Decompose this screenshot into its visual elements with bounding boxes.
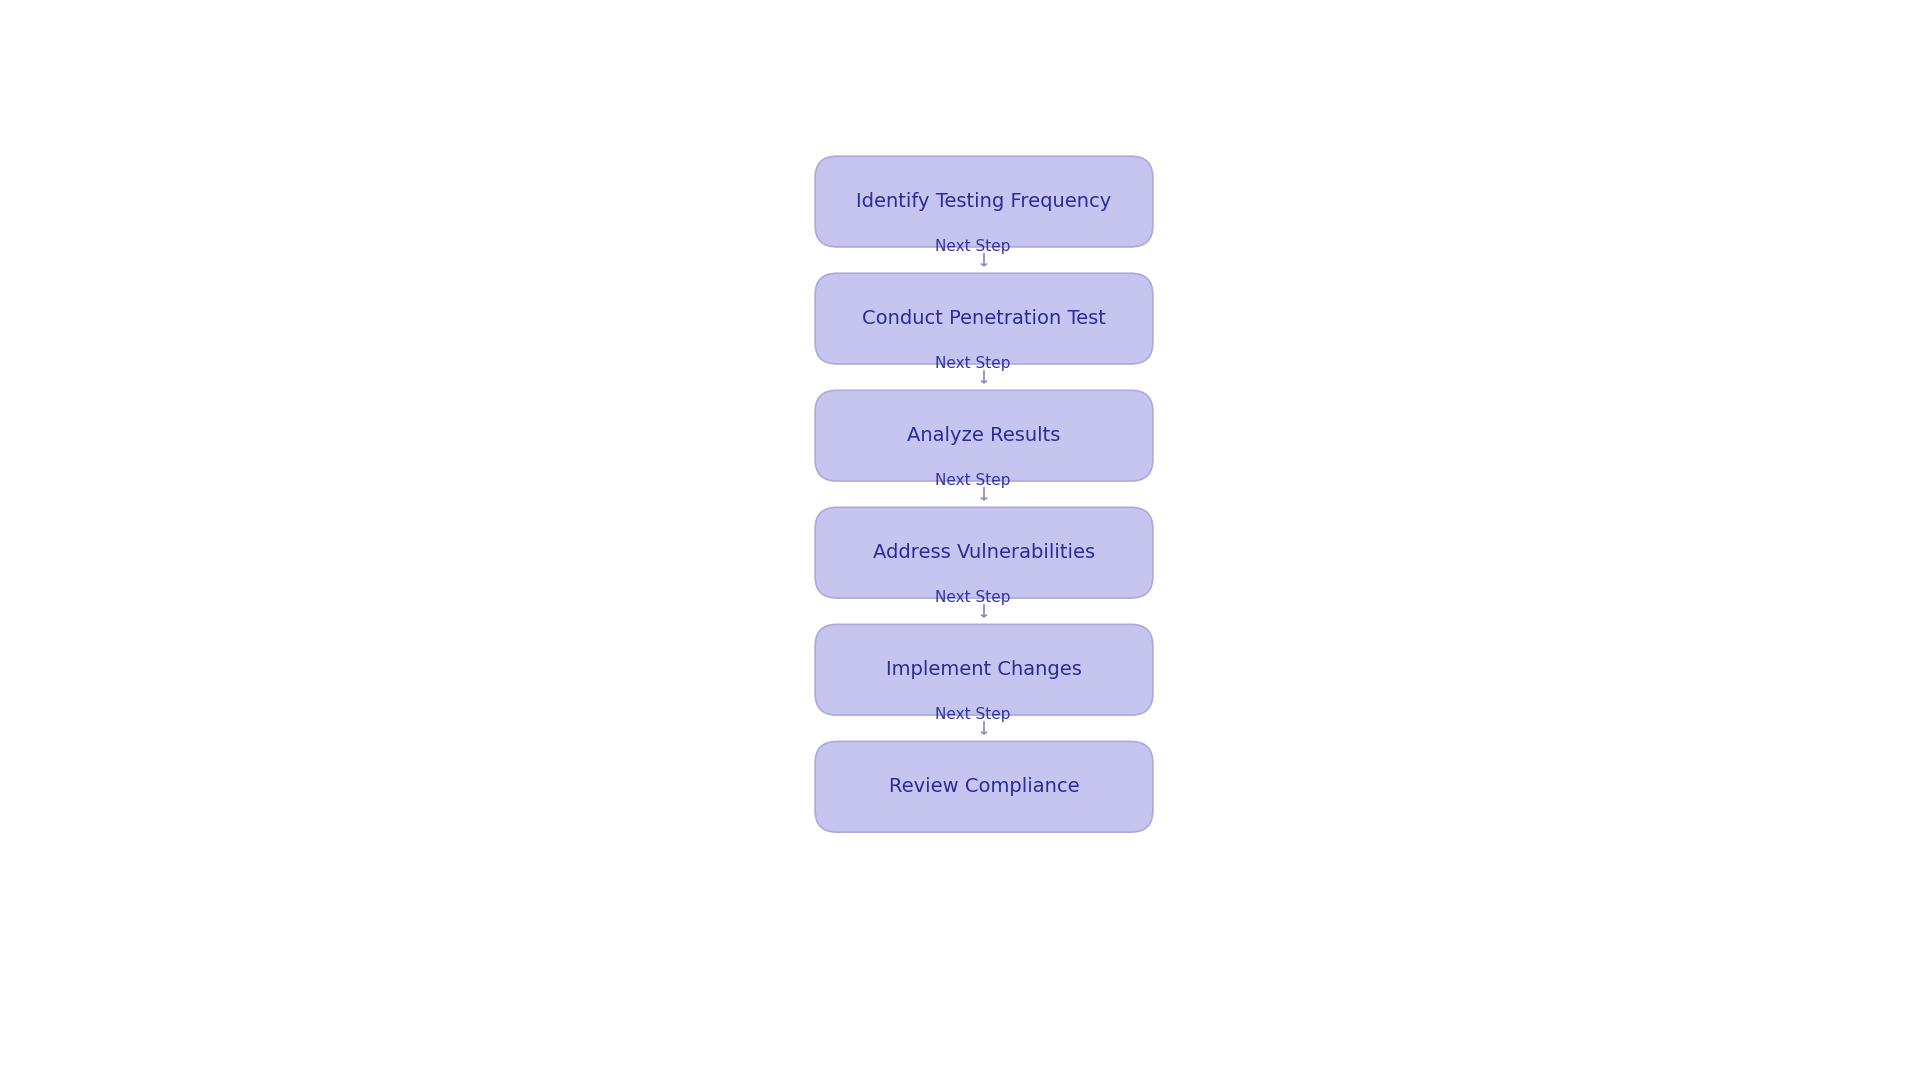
Text: Next Step: Next Step: [935, 473, 1010, 487]
Text: Analyze Results: Analyze Results: [908, 426, 1060, 445]
FancyBboxPatch shape: [816, 273, 1152, 364]
FancyBboxPatch shape: [816, 625, 1152, 715]
FancyBboxPatch shape: [816, 156, 1152, 247]
FancyBboxPatch shape: [816, 390, 1152, 481]
Text: Conduct Penetration Test: Conduct Penetration Test: [862, 309, 1106, 328]
FancyBboxPatch shape: [816, 742, 1152, 832]
Text: Next Step: Next Step: [935, 238, 1010, 253]
Text: Implement Changes: Implement Changes: [885, 661, 1083, 679]
Text: Next Step: Next Step: [935, 707, 1010, 722]
Text: Next Step: Next Step: [935, 356, 1010, 370]
Text: Address Vulnerabilities: Address Vulnerabilities: [874, 544, 1094, 562]
Text: Review Compliance: Review Compliance: [889, 778, 1079, 796]
Text: Next Step: Next Step: [935, 590, 1010, 604]
Text: Identify Testing Frequency: Identify Testing Frequency: [856, 192, 1112, 211]
FancyBboxPatch shape: [816, 507, 1152, 598]
